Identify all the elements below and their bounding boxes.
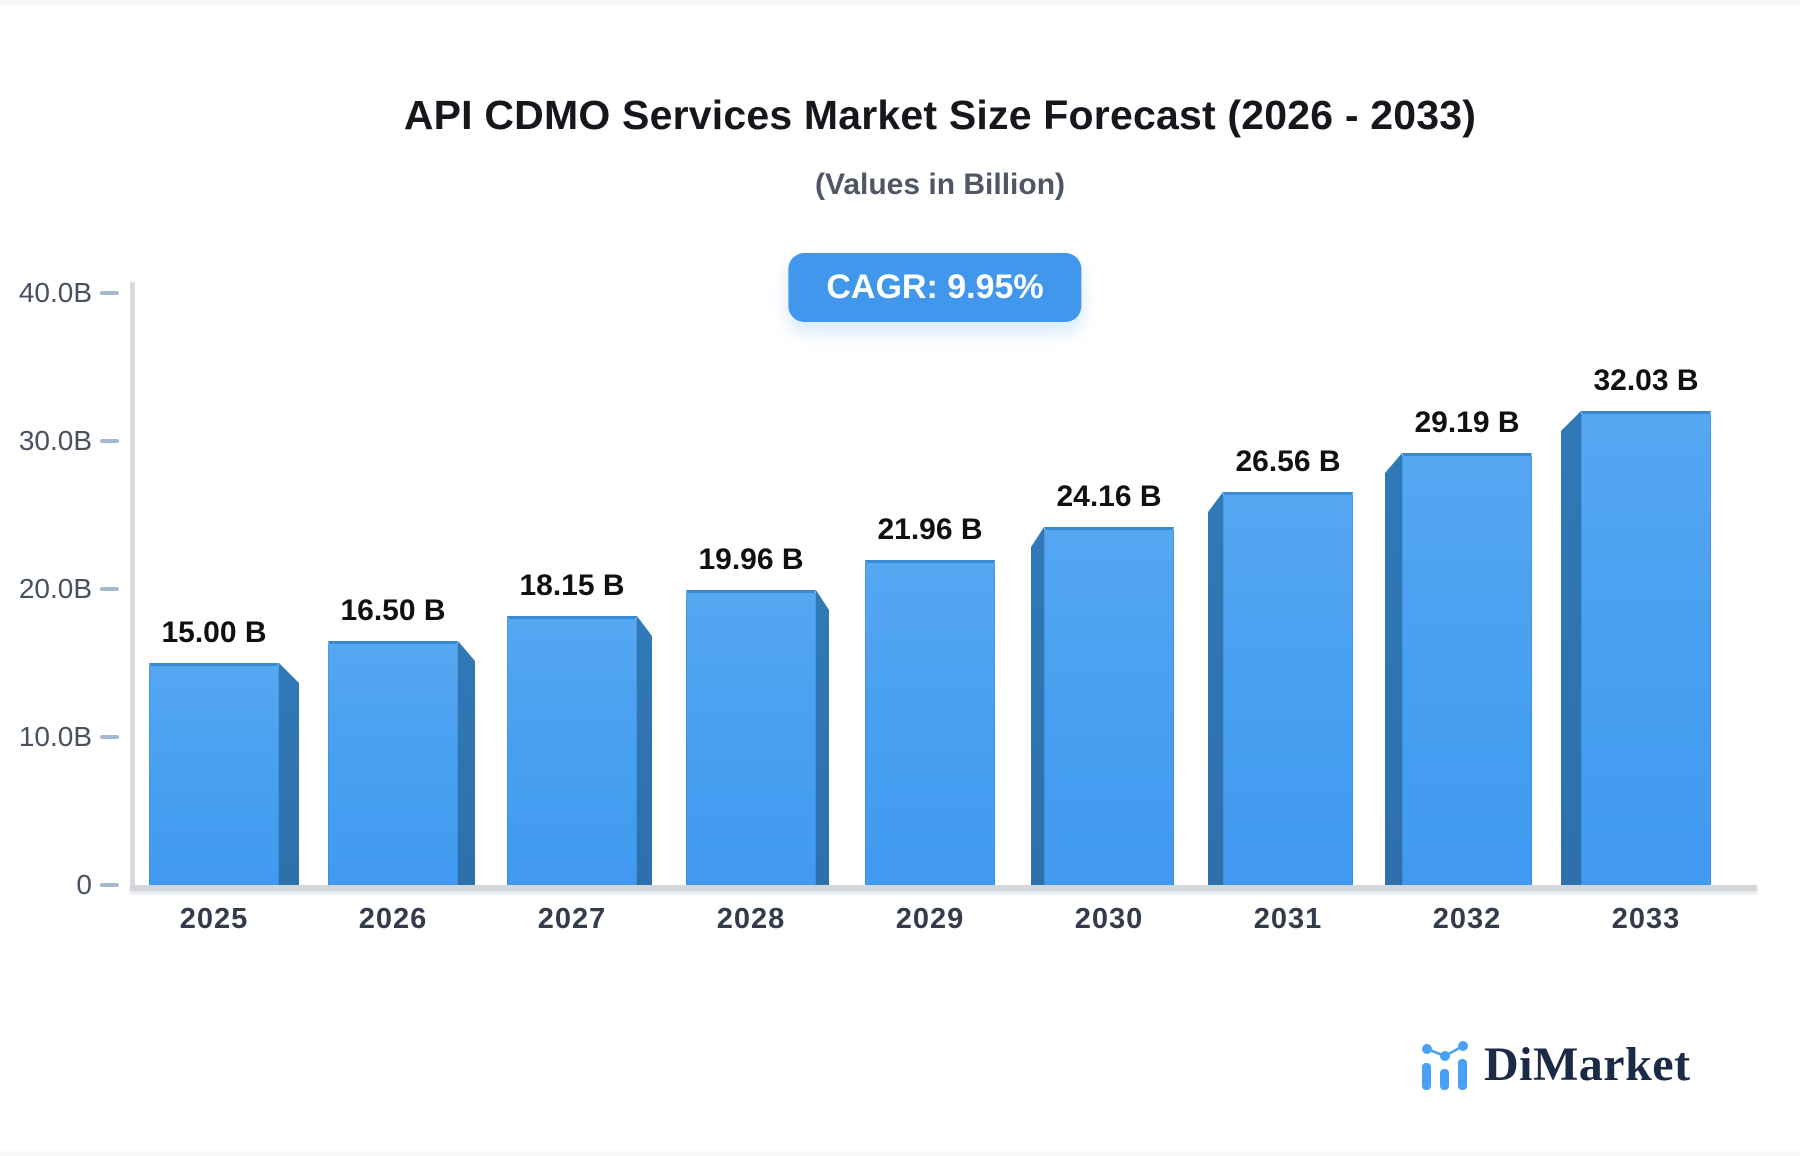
- x-axis-baseline: [130, 885, 1757, 891]
- bar-side-face: [816, 590, 829, 885]
- bar-value-label: 21.96 B: [877, 513, 983, 546]
- bar-side-face: [1031, 527, 1044, 885]
- bar-value-label: 26.56 B: [1235, 445, 1341, 478]
- chart-subtitle: (Values in Billion): [814, 168, 1066, 201]
- x-tick-label: 2033: [1611, 903, 1681, 935]
- x-tick-label: 2028: [716, 903, 786, 935]
- y-tick-dash: [100, 439, 119, 443]
- bar: [1581, 411, 1711, 885]
- chart-title: API CDMO Services Market Size Forecast (…: [403, 92, 1477, 138]
- y-tick-dash: [100, 291, 119, 295]
- bar-value-label: 29.19 B: [1414, 406, 1520, 439]
- y-tick-dash: [100, 587, 119, 591]
- y-tick-label: 30.0B: [18, 425, 92, 456]
- bar: [149, 663, 279, 885]
- x-tick-label: 2029: [895, 903, 965, 935]
- bar-side-face: [1561, 411, 1581, 885]
- bar-side-face: [637, 616, 652, 885]
- bar-value-label: 19.96 B: [698, 543, 804, 576]
- x-tick-label: 2027: [537, 903, 607, 935]
- x-tick-label: 2032: [1432, 903, 1502, 935]
- bar: [686, 590, 816, 885]
- bar-side-face: [279, 663, 299, 885]
- y-tick-label: 0: [76, 869, 92, 900]
- bar-side-face: [1385, 453, 1402, 885]
- brand-logo-icon: [1422, 1041, 1468, 1090]
- bar: [507, 616, 637, 885]
- bar-value-label: 24.16 B: [1056, 480, 1162, 513]
- y-tick-dash: [100, 883, 119, 887]
- bar-side-face: [458, 641, 475, 885]
- brand-logo-text: DiMarket: [1484, 1038, 1691, 1091]
- bar: [328, 641, 458, 885]
- bar: [1223, 492, 1353, 885]
- bar-side-face: [1208, 492, 1223, 885]
- bar-value-label: 15.00 B: [161, 616, 267, 649]
- x-tick-label: 2025: [179, 903, 249, 935]
- brand-logo: DiMarket: [1420, 1036, 1691, 1094]
- bar-value-label: 32.03 B: [1593, 364, 1699, 397]
- y-tick-label: 10.0B: [18, 721, 92, 752]
- x-tick-label: 2031: [1253, 903, 1323, 935]
- bar: [865, 560, 995, 885]
- y-tick-label: 20.0B: [18, 573, 92, 604]
- bar: [1044, 527, 1174, 885]
- y-axis-line: [130, 282, 135, 888]
- cagr-badge: CAGR: 9.95%: [788, 253, 1082, 322]
- x-tick-label: 2030: [1074, 903, 1144, 935]
- x-tick-label: 2026: [358, 903, 428, 935]
- bar: [1402, 453, 1532, 885]
- bar-value-label: 16.50 B: [340, 594, 446, 627]
- y-tick-label: 40.0B: [18, 277, 92, 308]
- bottom-edge-strip: [0, 1151, 1800, 1156]
- bar-value-label: 18.15 B: [519, 569, 625, 602]
- y-tick-dash: [100, 735, 119, 739]
- top-edge-strip: [0, 0, 1800, 5]
